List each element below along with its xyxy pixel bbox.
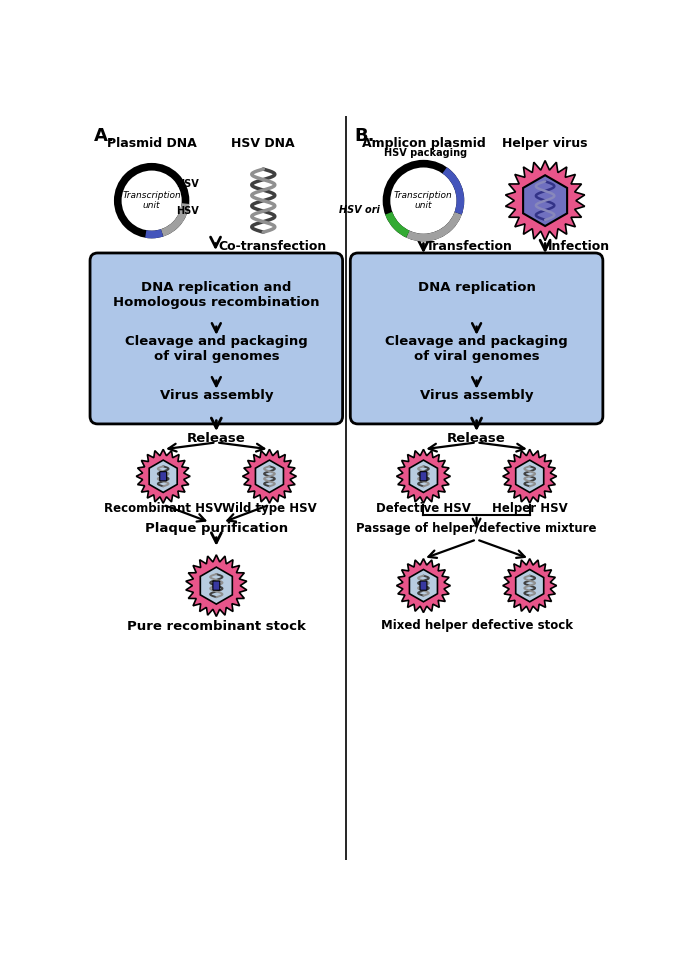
Text: DNA replication and
Homologous recombination: DNA replication and Homologous recombina… — [113, 281, 320, 309]
FancyBboxPatch shape — [420, 581, 427, 590]
Text: Virus assembly: Virus assembly — [160, 389, 273, 402]
Text: Cleavage and packaging
of viral genomes: Cleavage and packaging of viral genomes — [125, 335, 308, 363]
Text: Co-transfection: Co-transfection — [218, 241, 327, 253]
Text: Infection: Infection — [548, 241, 610, 253]
Polygon shape — [503, 558, 556, 612]
Text: Helper virus: Helper virus — [502, 137, 588, 151]
Polygon shape — [516, 569, 544, 602]
Text: HSV: HSV — [176, 179, 199, 188]
Polygon shape — [243, 449, 296, 503]
FancyBboxPatch shape — [420, 471, 427, 481]
Text: HSV: HSV — [176, 207, 199, 216]
Text: Wild type HSV: Wild type HSV — [222, 502, 317, 516]
Text: Cleavage and packaging
of viral genomes: Cleavage and packaging of viral genomes — [385, 335, 568, 363]
Text: Virus assembly: Virus assembly — [420, 389, 533, 402]
FancyBboxPatch shape — [160, 471, 167, 481]
Text: Defective HSV: Defective HSV — [376, 502, 471, 516]
Text: B.: B. — [354, 127, 375, 145]
Polygon shape — [410, 569, 437, 602]
FancyBboxPatch shape — [213, 581, 220, 590]
Text: Helper HSV: Helper HSV — [492, 502, 568, 516]
Polygon shape — [186, 554, 247, 616]
Text: HSV packaging: HSV packaging — [384, 148, 467, 157]
Text: A.: A. — [94, 127, 115, 145]
FancyBboxPatch shape — [90, 253, 343, 424]
Text: Plasmid DNA: Plasmid DNA — [107, 137, 197, 151]
Text: Transcription
unit: Transcription unit — [122, 191, 181, 211]
Text: Plaque purification: Plaque purification — [145, 523, 288, 535]
Text: Passage of helper/defective mixture: Passage of helper/defective mixture — [356, 523, 597, 535]
Polygon shape — [149, 460, 177, 493]
Polygon shape — [397, 558, 450, 612]
Polygon shape — [137, 449, 190, 503]
Text: Release: Release — [187, 432, 245, 444]
Text: HSV DNA: HSV DNA — [231, 137, 295, 151]
FancyBboxPatch shape — [350, 253, 603, 424]
Polygon shape — [516, 460, 544, 493]
Text: DNA replication: DNA replication — [418, 281, 535, 295]
Polygon shape — [503, 449, 556, 503]
Circle shape — [392, 169, 455, 232]
Circle shape — [123, 172, 180, 229]
Polygon shape — [397, 449, 450, 503]
Polygon shape — [256, 460, 283, 493]
Text: Pure recombinant stock: Pure recombinant stock — [127, 619, 306, 633]
Text: Amplicon plasmid: Amplicon plasmid — [362, 137, 485, 151]
Text: HSV ori: HSV ori — [339, 205, 381, 214]
Text: Transfection: Transfection — [426, 241, 512, 253]
Polygon shape — [410, 460, 437, 493]
Text: Release: Release — [448, 432, 506, 444]
Polygon shape — [523, 175, 567, 226]
Text: Mixed helper defective stock: Mixed helper defective stock — [381, 619, 573, 633]
Polygon shape — [200, 567, 233, 604]
Text: Transcription
unit: Transcription unit — [394, 191, 453, 211]
Text: Recombinant HSV: Recombinant HSV — [104, 502, 222, 516]
Polygon shape — [506, 160, 585, 241]
